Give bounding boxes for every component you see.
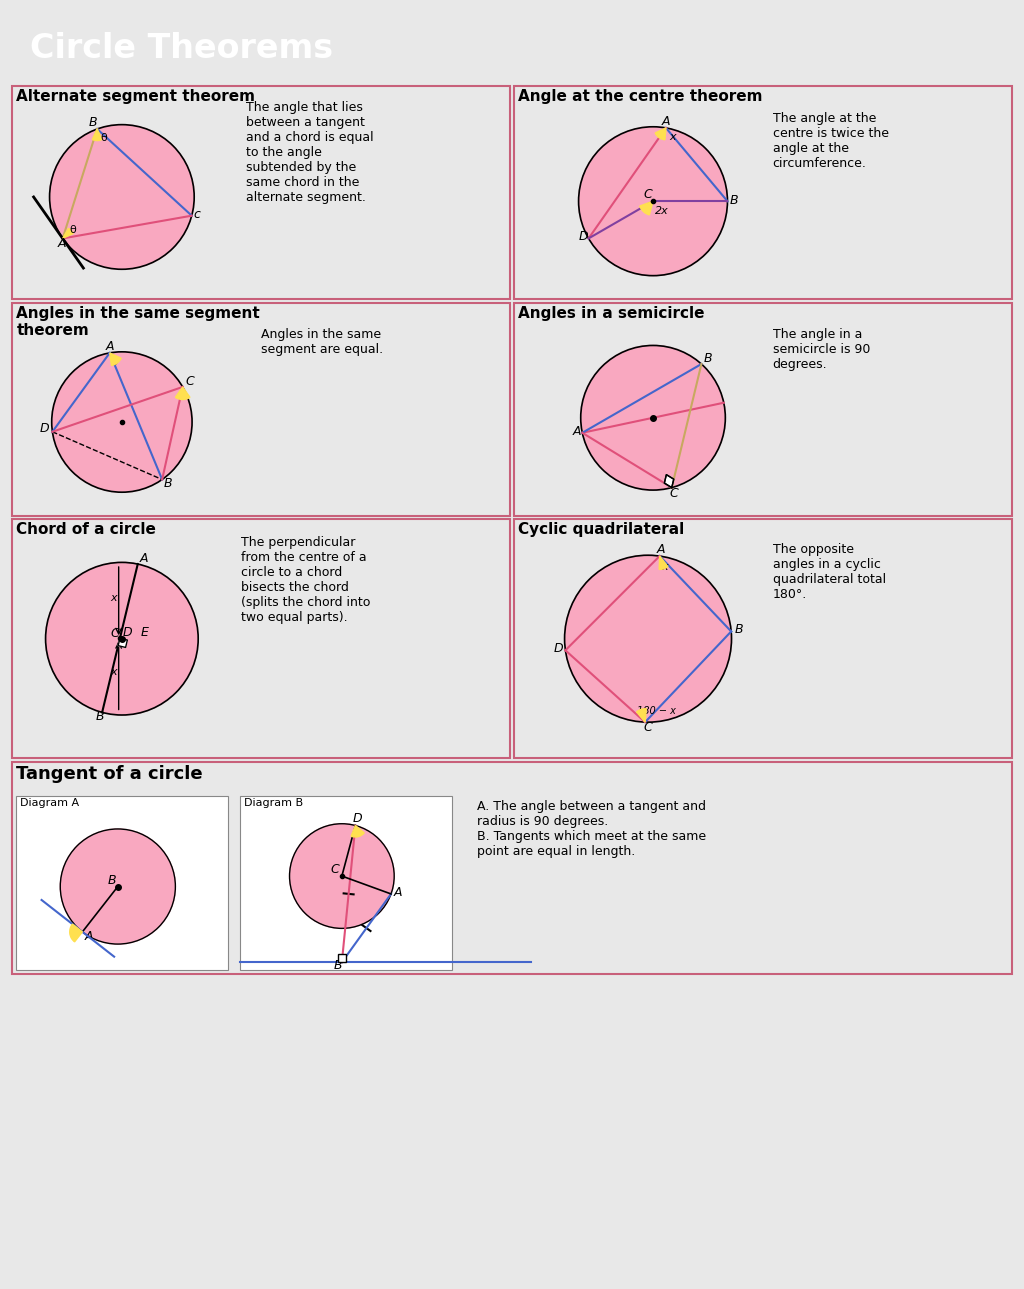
Text: C: C	[643, 188, 651, 201]
Text: c: c	[194, 208, 201, 220]
Text: Diagram B: Diagram B	[244, 798, 303, 808]
Text: Angles in the same
segment are equal.: Angles in the same segment are equal.	[261, 329, 384, 357]
Circle shape	[579, 126, 727, 276]
Text: The angle that lies
between a tangent
and a chord is equal
to the angle
subtende: The angle that lies between a tangent an…	[247, 102, 374, 204]
Text: A: A	[139, 552, 148, 565]
Text: D: D	[352, 812, 362, 825]
Text: Diagram A: Diagram A	[20, 798, 80, 808]
Wedge shape	[655, 128, 666, 139]
Text: Angles in the same segment
theorem: Angles in the same segment theorem	[16, 305, 260, 338]
Text: A: A	[662, 115, 671, 128]
Text: The opposite
angles in a cyclic
quadrilateral total
180°.: The opposite angles in a cyclic quadrila…	[772, 544, 886, 601]
Circle shape	[290, 824, 394, 928]
Text: θ: θ	[112, 357, 119, 367]
Text: D: D	[579, 231, 588, 244]
Text: B: B	[334, 959, 342, 972]
Text: x: x	[662, 562, 669, 572]
Text: C: C	[185, 375, 195, 388]
Text: A. The angle between a tangent and
radius is 90 degrees.
B. Tangents which meet : A. The angle between a tangent and radiu…	[477, 800, 707, 858]
Text: C: C	[331, 864, 340, 877]
Wedge shape	[62, 228, 73, 238]
Wedge shape	[637, 709, 646, 722]
Text: B: B	[108, 874, 117, 887]
Wedge shape	[351, 825, 365, 837]
Text: 180 − x: 180 − x	[637, 706, 676, 717]
Text: A: A	[394, 886, 402, 898]
Text: B: B	[703, 352, 712, 365]
Bar	[16, 795, 228, 971]
Text: The angle at the
centre is twice the
angle at the
circumference.: The angle at the centre is twice the ang…	[772, 112, 889, 170]
Wedge shape	[659, 556, 668, 570]
Wedge shape	[110, 353, 121, 365]
Text: D: D	[123, 626, 132, 639]
Text: The perpendicular
from the centre of a
circle to a chord
bisects the chord
(spli: The perpendicular from the centre of a c…	[242, 536, 371, 624]
Circle shape	[60, 829, 175, 944]
Text: C: C	[670, 487, 679, 500]
Text: Angles in a semicircle: Angles in a semicircle	[517, 305, 705, 321]
Text: x: x	[669, 131, 676, 142]
Circle shape	[564, 556, 731, 722]
Text: 2x: 2x	[655, 206, 669, 217]
Text: B: B	[89, 116, 97, 129]
Wedge shape	[92, 129, 102, 141]
Text: A: A	[84, 929, 93, 942]
Text: D: D	[553, 642, 563, 655]
Text: A: A	[105, 340, 115, 353]
Circle shape	[51, 352, 193, 492]
Circle shape	[581, 345, 725, 490]
Bar	[241, 795, 452, 971]
Text: x: x	[111, 668, 118, 677]
Text: A: A	[656, 543, 666, 556]
Text: Circle Theorems: Circle Theorems	[31, 32, 334, 66]
Text: θ: θ	[100, 133, 106, 143]
Text: θ: θ	[70, 226, 77, 236]
Text: Cyclic quadrilateral: Cyclic quadrilateral	[517, 522, 684, 538]
Text: B: B	[96, 710, 104, 723]
Text: A: A	[572, 425, 581, 438]
Text: B: B	[164, 477, 173, 490]
Wedge shape	[175, 387, 189, 400]
Circle shape	[49, 125, 195, 269]
Text: C: C	[111, 626, 120, 639]
Text: E: E	[141, 626, 148, 639]
Text: C: C	[643, 721, 652, 735]
Text: A: A	[57, 237, 67, 250]
Polygon shape	[118, 638, 127, 647]
Text: Angle at the centre theorem: Angle at the centre theorem	[517, 89, 762, 104]
Text: Alternate segment theorem: Alternate segment theorem	[16, 89, 255, 104]
Text: θ: θ	[178, 391, 185, 401]
Text: B: B	[734, 624, 742, 637]
Text: x: x	[111, 593, 118, 603]
Text: Tangent of a circle: Tangent of a circle	[16, 764, 203, 782]
Text: D: D	[39, 422, 49, 434]
Text: The angle in a
semicircle is 90
degrees.: The angle in a semicircle is 90 degrees.	[772, 329, 870, 371]
Text: Chord of a circle: Chord of a circle	[16, 522, 157, 538]
Circle shape	[46, 562, 199, 715]
Wedge shape	[640, 201, 653, 215]
Bar	[338, 954, 346, 962]
Polygon shape	[665, 474, 674, 487]
Text: B: B	[729, 195, 738, 208]
Wedge shape	[70, 924, 82, 942]
